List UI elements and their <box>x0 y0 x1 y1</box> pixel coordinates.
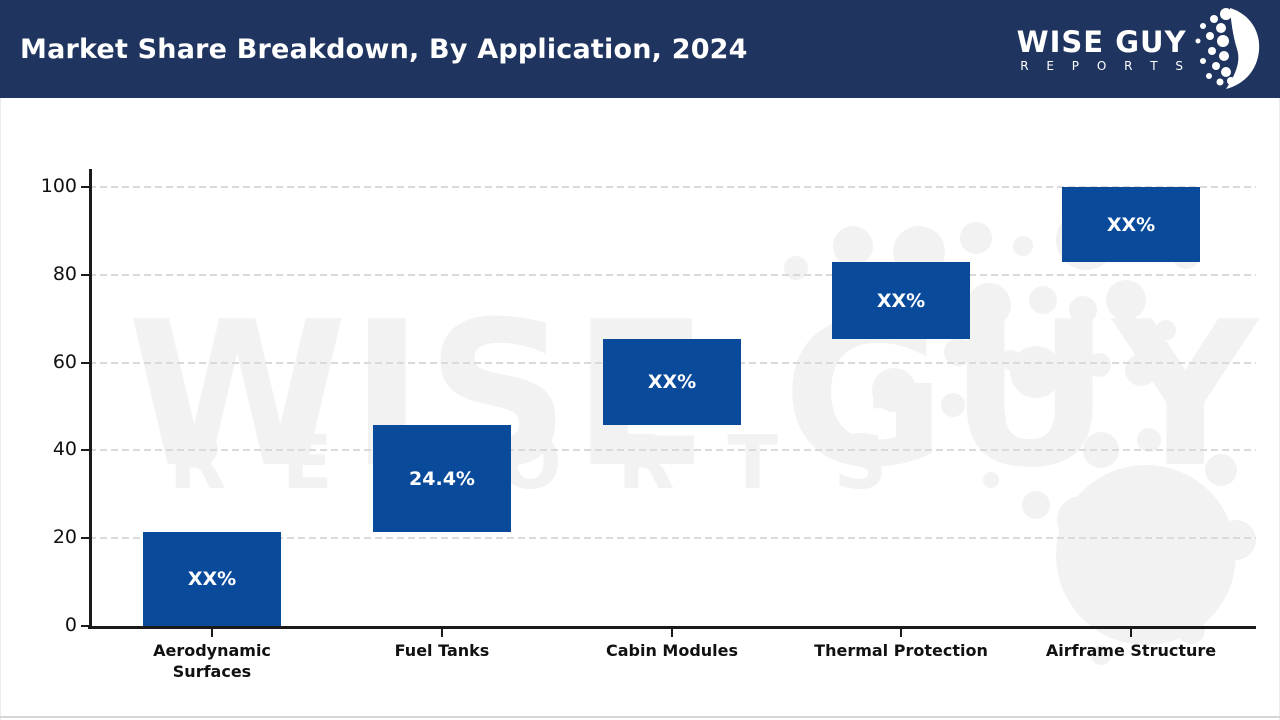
gridline-100 <box>89 186 1256 188</box>
logo-face-icon <box>1195 8 1260 89</box>
bar-value-label: XX% <box>187 568 237 591</box>
page-title: Market Share Breakdown, By Application, … <box>20 33 748 65</box>
y-axis-tick-80 <box>81 273 89 276</box>
y-tick-label-0: 0 <box>64 614 77 636</box>
y-tick-label-60: 60 <box>52 350 77 373</box>
bottom-border <box>0 716 1280 718</box>
category-label-3: Thermal Protection <box>814 641 988 660</box>
y-tick-label-100: 100 <box>40 175 77 197</box>
logo-wordmark: WISE GUY <box>1016 24 1187 59</box>
x-axis-tick-1 <box>441 628 443 637</box>
bar-value-label: XX% <box>876 289 926 312</box>
bar-cabin-modules: XX% <box>603 339 741 426</box>
bar-value-label: 24.4% <box>409 467 475 490</box>
y-tick-label-80: 80 <box>52 262 77 285</box>
watermark-face-dots <box>784 210 1256 665</box>
y-axis-tick-60 <box>81 361 89 364</box>
gridline-40 <box>89 449 1256 452</box>
logo-subtitle: R E P O R T S <box>1020 59 1190 74</box>
category-label-1: Fuel Tanks <box>394 641 490 660</box>
gridline-20 <box>89 537 1256 540</box>
bar-airframe-structure: XX% <box>1062 187 1200 263</box>
watermark-subtitle: REPORTS <box>169 420 944 506</box>
category-label-4: Airframe Structure <box>1045 641 1217 660</box>
category-label-2: Cabin Modules <box>605 641 739 660</box>
x-axis-tick-0 <box>211 628 213 637</box>
chart-area: WISE GUY REPORTS 0 20 40 60 80 100 XX% Aerodyna… <box>0 98 1280 720</box>
y-axis-tick-0 <box>81 625 89 627</box>
logo-text: WISE GUY R E P O R T S <box>1013 24 1190 74</box>
bar-aerodynamic-surfaces: XX% <box>143 532 281 626</box>
bar-fuel-tanks: 24.4% <box>373 425 511 533</box>
y-axis-tick-100 <box>81 186 89 188</box>
x-axis <box>88 626 1256 629</box>
logo: WISE GUY R E P O R T S <box>1013 8 1262 90</box>
x-axis-tick-4 <box>1130 628 1132 637</box>
category-label-0: Aerodynamic Surfaces <box>153 641 271 681</box>
y-tick-label-20: 20 <box>52 526 77 549</box>
bar-value-label: XX% <box>1106 213 1156 236</box>
bar-value-label: XX% <box>647 371 697 394</box>
y-axis <box>89 169 92 628</box>
x-axis-tick-3 <box>900 628 902 637</box>
y-tick-label-40: 40 <box>52 438 77 461</box>
y-axis-tick-40 <box>81 449 89 452</box>
y-axis-tick-20 <box>81 537 89 540</box>
header-bar: Market Share Breakdown, By Application, … <box>0 0 1280 98</box>
x-axis-tick-2 <box>671 628 673 637</box>
gridline-80 <box>89 273 1256 276</box>
bar-thermal-protection: XX% <box>832 262 970 340</box>
